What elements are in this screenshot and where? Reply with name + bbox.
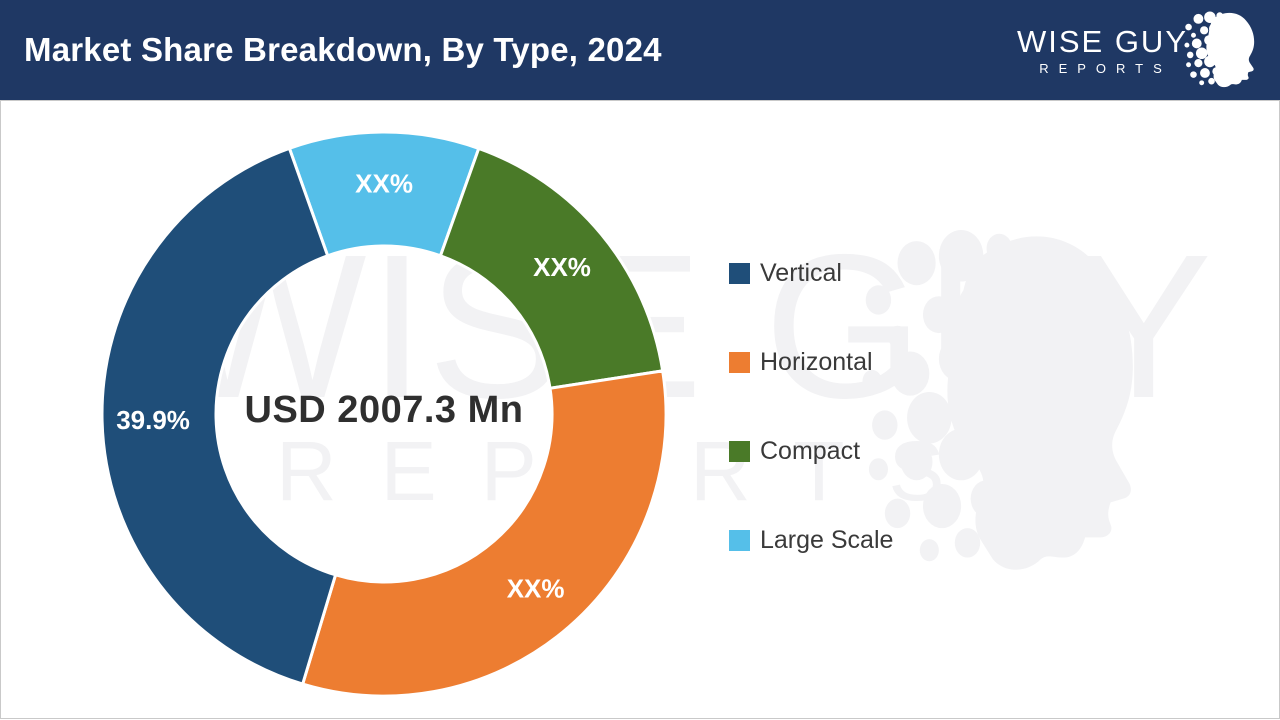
legend-swatch-icon [729, 262, 750, 284]
logo-brand-subtitle: REPORTS [1039, 61, 1172, 76]
wiseguy-face-icon [1182, 8, 1264, 92]
donut-chart: XX% XX% XX% 39.9% [100, 130, 668, 698]
wiseguy-logo: WISE GUY REPORTS [1017, 8, 1264, 92]
legend-label: Vertical [760, 258, 842, 287]
legend-item-large-scale[interactable]: Large Scale [729, 526, 893, 554]
legend-swatch-icon [729, 529, 750, 551]
chart-panel: WISE GUY REPORTS XX%XX%XX%39.9% USD 2007… [0, 100, 1280, 719]
legend-item-horizontal[interactable]: Horizontal [729, 348, 893, 376]
watermark-face-icon [853, 219, 1171, 587]
legend-item-compact[interactable]: Compact [729, 437, 893, 465]
segment-label-large-scale: XX% [355, 168, 413, 198]
segment-horizontal[interactable] [300, 369, 668, 698]
legend-label: Compact [760, 436, 861, 465]
legend-label: Large Scale [760, 525, 894, 554]
legend-swatch-icon [729, 440, 750, 462]
donut-center-value: USD 2007.3 Mn [244, 389, 524, 431]
chart-legend: Vertical Horizontal Compact Large Scale [729, 259, 893, 615]
segment-vertical[interactable] [100, 146, 338, 686]
segment-label-horizontal: XX% [507, 574, 565, 604]
segment-label-vertical: 39.9% [116, 405, 190, 435]
legend-item-vertical[interactable]: Vertical [729, 259, 893, 287]
segment-label-compact: XX% [533, 252, 591, 282]
legend-swatch-icon [729, 351, 750, 373]
legend-label: Horizontal [760, 347, 873, 376]
logo-brand-name: WISE GUY [1016, 24, 1188, 59]
header-bar: Market Share Breakdown, By Type, 2024 WI… [0, 0, 1280, 100]
wiseguy-logo-text: WISE GUY REPORTS [1017, 24, 1188, 76]
segment-compact[interactable] [438, 146, 665, 391]
page-title: Market Share Breakdown, By Type, 2024 [24, 31, 662, 68]
